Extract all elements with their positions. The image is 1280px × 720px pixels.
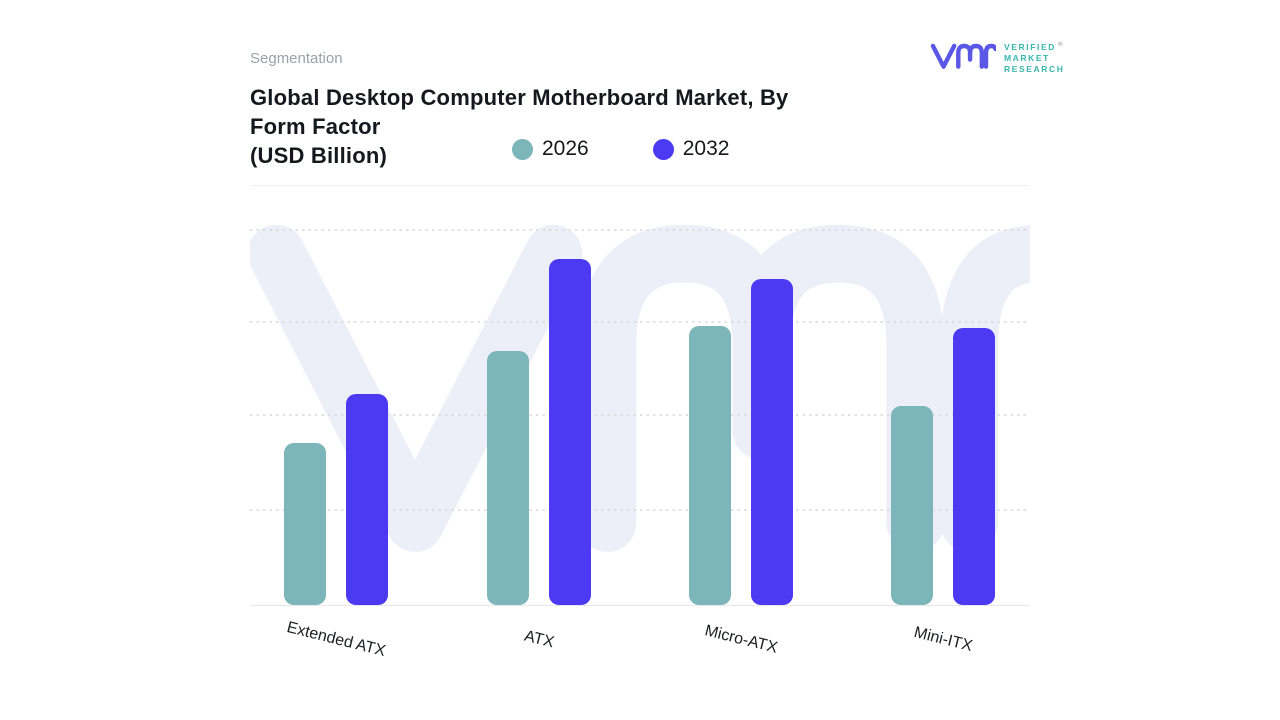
gridline	[250, 321, 1030, 323]
vmr-logo: VERIFIED ® MARKET RESEARCH	[930, 37, 1065, 75]
bar-group-extended-atx	[284, 394, 388, 605]
legend-label-2026: 2026	[542, 137, 589, 160]
x-axis-label-mini-itx: Mini-ITX	[912, 624, 975, 655]
gridline	[250, 414, 1030, 416]
logo-line-market: MARKET	[1004, 53, 1050, 63]
legend-dot-2032	[652, 138, 674, 160]
bar-2032-mini-itx	[953, 328, 995, 605]
gridline	[250, 509, 1030, 511]
bar-2026-atx	[487, 351, 529, 605]
bar-2026-micro-atx	[689, 326, 731, 605]
bar-group-micro-atx	[689, 279, 793, 605]
legend-label-2032: 2032	[682, 137, 730, 160]
chart-title: Global Desktop Computer Motherboard Mark…	[250, 83, 789, 170]
x-axis-label-micro-atx: Micro-ATX	[702, 622, 780, 657]
logo-line-verified: VERIFIED ®	[1004, 41, 1063, 52]
bar-2026-extended-atx	[284, 443, 326, 605]
logo-line-research: RESEARCH	[1004, 64, 1065, 74]
bar-group-mini-itx	[891, 328, 995, 605]
registered-mark: ®	[1058, 41, 1063, 48]
legend-item-2032: 2032	[652, 137, 730, 161]
bar-2032-micro-atx	[751, 279, 793, 605]
plot-area: Extended ATX ATX Micro-ATX Mini-ITX	[250, 185, 1030, 660]
legend-dot-2026	[512, 138, 533, 160]
legend: 2026 2032	[512, 137, 729, 161]
chart-title-line-2: Form Factor	[250, 114, 381, 139]
vmr-logo-text: VERIFIED ® MARKET RESEARCH	[1004, 37, 1065, 75]
chart-eyebrow: Segmentation	[250, 50, 343, 67]
bar-group-atx	[487, 259, 591, 605]
x-axis-label-extended-atx: Extended ATX	[285, 619, 388, 660]
bar-2026-mini-itx	[891, 406, 933, 605]
chart-title-line-3: (USD Billion)	[250, 143, 388, 168]
bar-2032-extended-atx	[346, 394, 388, 605]
bar-2032-atx	[549, 259, 591, 605]
x-axis-label-atx: ATX	[522, 627, 556, 652]
gridline	[250, 229, 1030, 231]
legend-item-2026: 2026	[512, 137, 589, 161]
chart-title-line-1: Global Desktop Computer Motherboard Mark…	[250, 85, 789, 110]
vmr-monogram-icon	[930, 43, 996, 69]
